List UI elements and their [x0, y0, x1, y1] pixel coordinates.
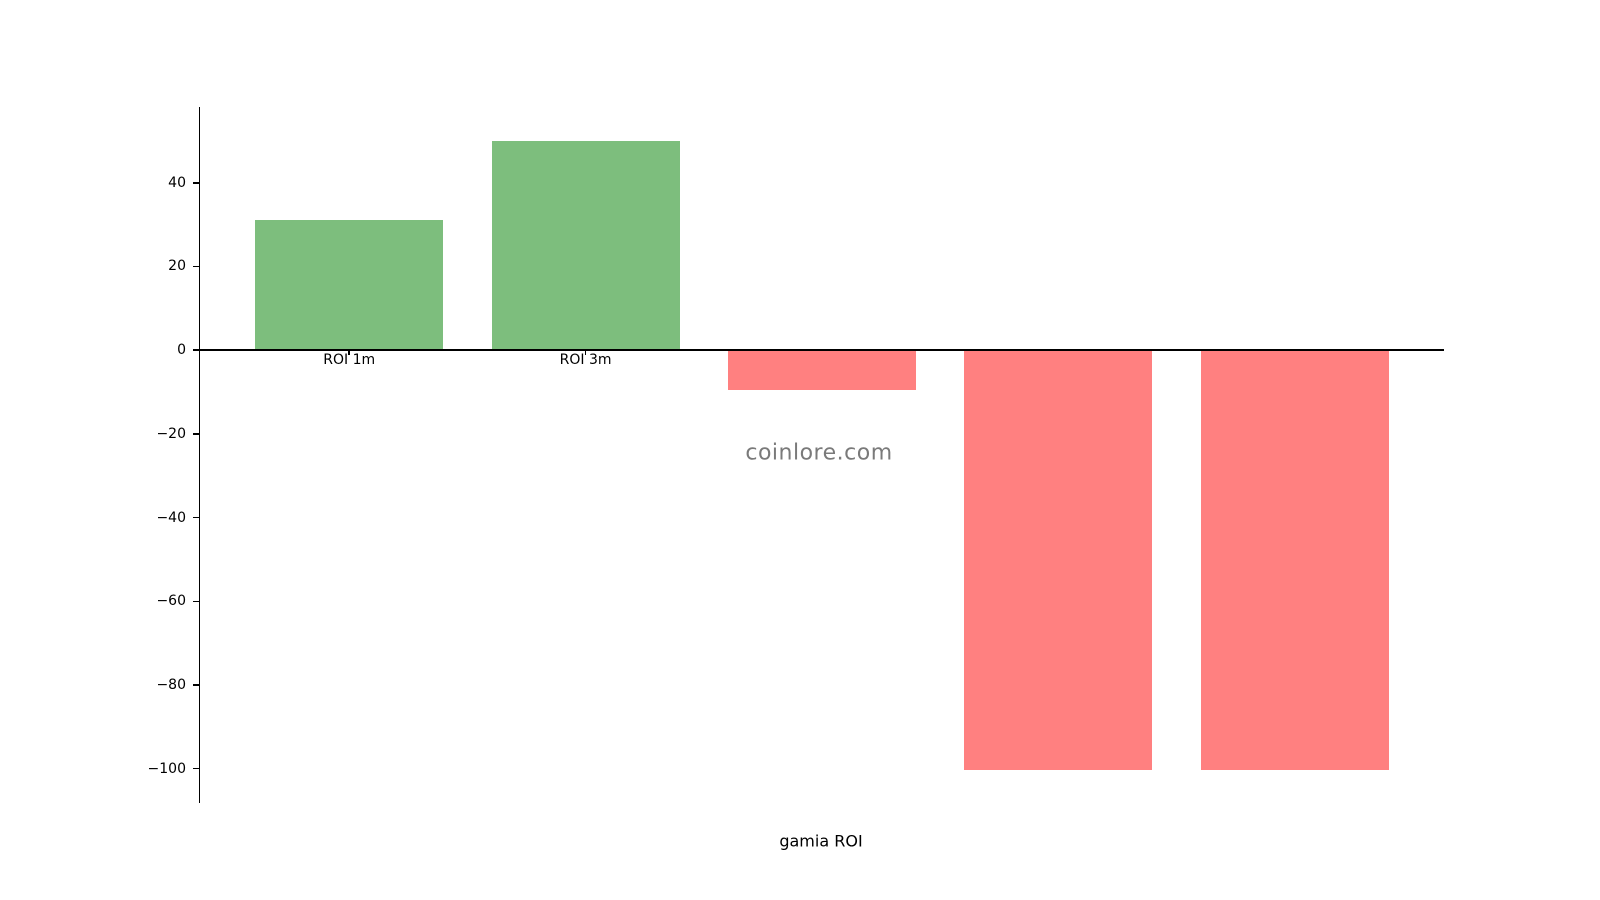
y-tick-label: −100: [147, 760, 186, 777]
y-tick-mark: [193, 433, 199, 435]
y-tick-label: −80: [156, 676, 186, 693]
y-tick-mark: [193, 684, 199, 686]
y-tick-label: −40: [156, 509, 186, 526]
bar-roi-3m: [491, 140, 680, 351]
y-tick-mark: [193, 516, 199, 519]
y-tick-mark: [193, 349, 199, 351]
x-axis-title: gamia ROI: [779, 831, 863, 851]
x-tick-mark: [348, 350, 350, 356]
watermark: coinlore.com: [745, 440, 893, 466]
y-axis-spine: [198, 107, 200, 803]
y-tick-mark: [193, 600, 199, 603]
bar-unlabeled-4: [1200, 350, 1389, 771]
bar-unlabeled-3: [964, 350, 1153, 771]
y-tick-label: −60: [156, 593, 186, 610]
plot-area: 40 20 0 −20 −40 −60 −80 −100 ROI 1m ROI 3m: [148, 107, 1444, 803]
y-tick-label: 40: [168, 174, 186, 191]
y-tick-mark: [193, 265, 199, 268]
x-tick-label: ROI 3m: [559, 352, 612, 369]
y-tick-label: 20: [168, 258, 186, 275]
x-axis-line: [200, 349, 1444, 351]
bar-unlabeled-2: [728, 350, 916, 390]
y-tick-mark: [193, 767, 199, 770]
y-tick-mark: [193, 182, 199, 184]
x-tick-label: ROI 1m: [323, 352, 376, 369]
y-tick-label: 0: [177, 342, 186, 359]
y-tick-label: −20: [156, 425, 186, 442]
bar-roi-1m: [255, 219, 444, 351]
x-tick-mark: [584, 350, 587, 356]
